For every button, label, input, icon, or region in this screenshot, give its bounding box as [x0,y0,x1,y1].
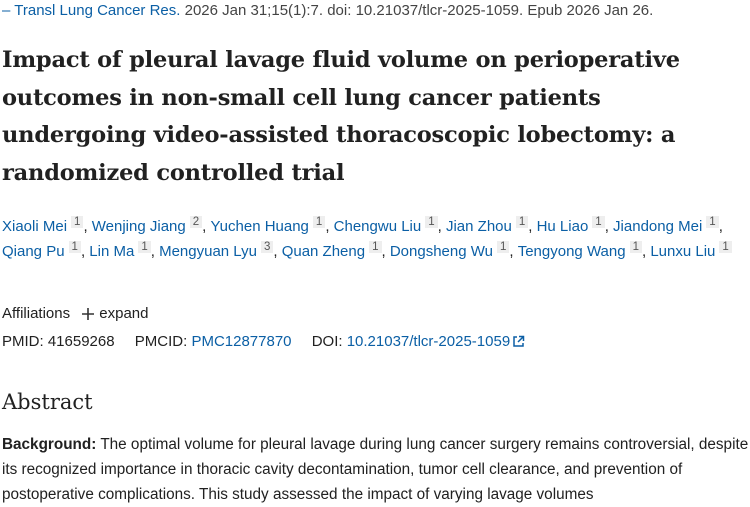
author: Chengwu Liu 1 [333,216,446,235]
affiliation-number: 1 [592,216,605,228]
author-link[interactable]: Xiaoli Mei [2,218,68,235]
section-label: Background: [2,436,97,453]
identifiers: PMID: 41659268 PMCID: PMC12877870 DOI: 1… [2,333,525,350]
author-link[interactable]: Tengyong Wang [517,243,626,260]
citation-details: 2026 Jan 31;15(1):7. doi: 10.21037/tlcr-… [184,2,654,19]
author: Lin Ma 1 [89,241,159,260]
affiliations: Affiliations expand [2,305,148,322]
author-link[interactable]: Chengwu Liu [333,218,422,235]
author-link[interactable]: Quan Zheng [281,243,366,260]
doi-link[interactable]: 10.21037/tlcr-2025-1059 [347,333,525,350]
journal-link[interactable]: Transl Lung Cancer Res. [2,2,180,19]
affiliation-number: 1 [629,241,642,253]
pmcid-label: PMCID: [134,333,188,350]
author: Wenjing Jiang 2 [91,216,210,235]
affiliation-number: 1 [425,216,438,228]
abstract-paragraph: Background: The optimal volume for pleur… [2,432,750,507]
affiliation-number: 1 [71,216,84,228]
pmid: 41659268 [47,333,115,350]
affiliation-number: 3 [260,241,274,253]
author-link[interactable]: Qiang Pu [2,243,65,260]
author-link[interactable]: Dongsheng Wu [389,243,493,260]
affiliation-number: 1 [312,216,326,228]
author: Lunxu Liu 1 [650,241,732,260]
pmid-label: PMID: [2,333,44,350]
author-link[interactable]: Jiandong Mei [613,218,703,235]
author: Mengyuan Lyu 3 [159,241,282,260]
author-link[interactable]: Lunxu Liu [650,243,716,260]
plus-icon [82,308,95,320]
doi-label: DOI: [311,333,343,350]
affiliation-number: 1 [138,241,151,253]
affiliation-number: 1 [515,216,529,228]
affiliation-number: 1 [706,216,719,228]
affiliations-label: Affiliations [2,305,71,322]
author: Dongsheng Wu 1 [389,241,518,260]
author: Jian Zhou 1 [445,216,537,235]
abstract-heading: Abstract [2,390,93,414]
author-link[interactable]: Wenjing Jiang [91,218,186,235]
author-link[interactable]: Yuchen Huang [210,218,309,235]
author: Xiaoli Mei 1 [2,216,92,235]
doi: 10.21037/tlcr-2025-1059 [346,333,511,350]
article-title: Impact of pleural lavage fluid volume on… [2,47,680,186]
affiliation-number: 2 [189,216,203,228]
expand-label: expand [99,305,149,322]
affiliation-number: 1 [719,241,732,253]
affiliation-number: 1 [496,241,510,253]
author: Hu Liao 1 [536,216,613,235]
author-link[interactable]: Hu Liao [536,218,589,235]
author: Quan Zheng 1 [281,241,390,260]
expand-toggle[interactable]: expand [82,305,148,322]
section-text: The optimal volume for pleural lavage du… [2,436,749,503]
pmcid-link[interactable]: PMC12877870 [191,333,292,350]
citation: Transl Lung Cancer Res. 2026 Jan 31;15(1… [2,2,653,19]
author-link[interactable]: Lin Ma [89,243,135,260]
affiliation-number: 1 [369,241,382,253]
affiliation-number: 1 [68,241,81,253]
author: Tengyong Wang 1 [517,241,650,260]
author: Qiang Pu 1 [2,241,89,260]
author-link[interactable]: Jian Zhou [445,218,512,235]
author: Jiandong Mei 1 [613,216,723,235]
author-link[interactable]: Mengyuan Lyu [159,243,257,260]
external-link-icon [513,335,525,347]
author: Yuchen Huang 1 [210,216,334,235]
